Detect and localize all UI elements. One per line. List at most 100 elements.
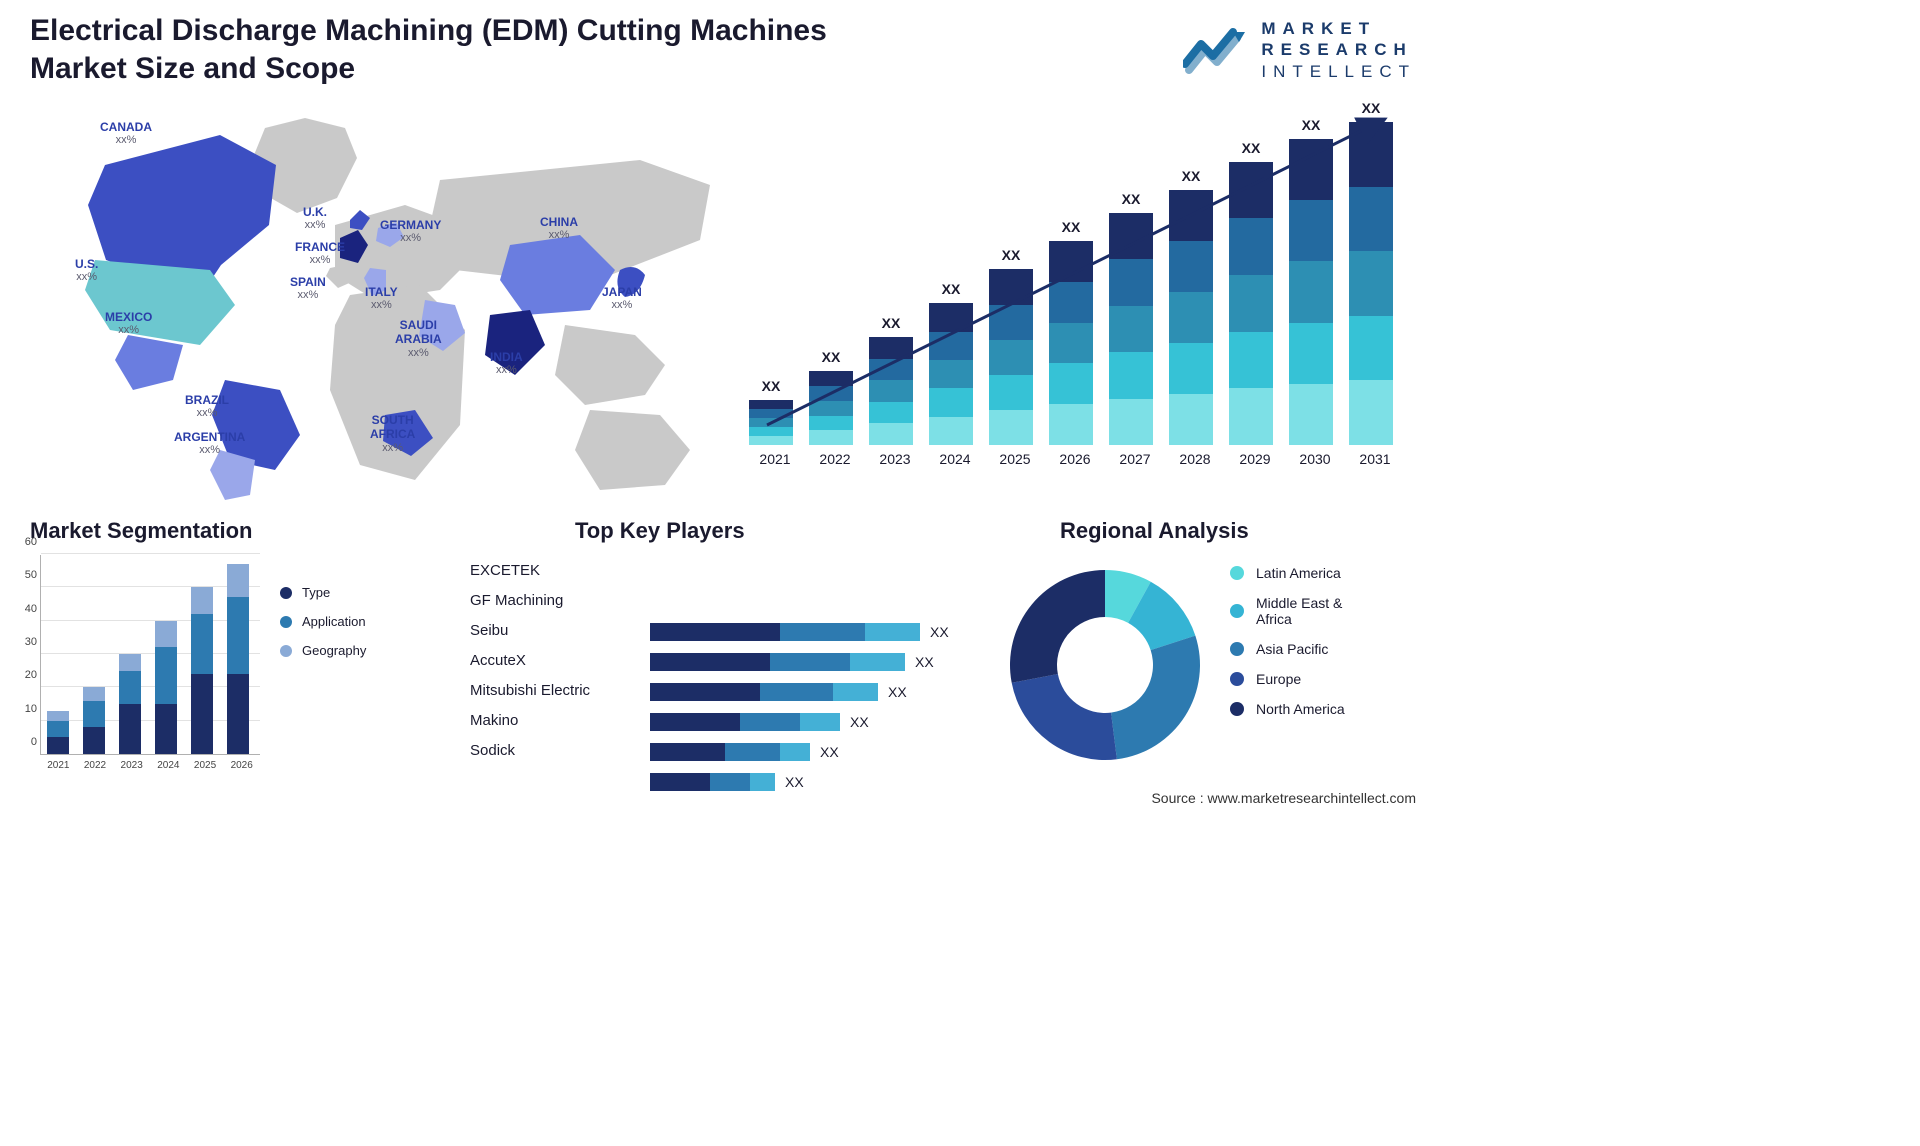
segmentation-bar <box>227 564 249 754</box>
regional-analysis-chart: Latin AmericaMiddle East &AfricaAsia Pac… <box>1000 555 1440 795</box>
legend-label: Latin America <box>1256 565 1341 581</box>
player-label: Sodick <box>470 735 590 765</box>
segmentation-xaxis: 202120222023202420252026 <box>40 760 260 771</box>
xaxis-tick: 2031 <box>1345 451 1405 475</box>
player-value: XX <box>930 624 949 640</box>
key-players-chart: EXCETEKGF MachiningSeibuAccuteXMitsubish… <box>470 555 970 795</box>
legend-swatch <box>280 645 292 657</box>
bar-segment <box>650 623 780 641</box>
bar-segment <box>725 743 780 761</box>
legend-swatch <box>280 587 292 599</box>
xaxis-tick: 2028 <box>1165 451 1225 475</box>
map-label: MEXICOxx% <box>105 310 152 338</box>
legend-swatch <box>1230 672 1244 686</box>
source-url: www.marketresearchintellect.com <box>1207 790 1416 806</box>
bar-segment <box>83 701 105 728</box>
bar-segment <box>47 711 69 721</box>
xaxis-tick: 2024 <box>150 760 187 771</box>
map-label: CANADAxx% <box>100 120 152 148</box>
player-bar <box>650 713 840 731</box>
player-row: XX <box>650 707 950 737</box>
player-label: GF Machining <box>470 585 590 615</box>
map-label: CHINAxx% <box>540 215 578 243</box>
xaxis-tick: 2026 <box>223 760 260 771</box>
market-size-chart: XXXXXXXXXXXXXXXXXXXXXX 20212022202320242… <box>745 105 1405 475</box>
player-row: XX <box>650 737 950 767</box>
legend-item: North America <box>1230 701 1345 717</box>
player-label: Mitsubishi Electric <box>470 675 590 705</box>
bar-segment <box>833 683 878 701</box>
xaxis-tick: 2025 <box>187 760 224 771</box>
page-title: Electrical Discharge Machining (EDM) Cut… <box>30 12 827 87</box>
map-label: ARGENTINAxx% <box>174 430 245 458</box>
bar-segment <box>155 647 177 704</box>
bar-segment <box>760 683 833 701</box>
segmentation-plot: 0102030405060 <box>40 555 260 755</box>
bar-segment <box>710 773 750 791</box>
world-map-panel: CANADAxx%U.S.xx%MEXICOxx%BRAZILxx%ARGENT… <box>20 110 720 500</box>
xaxis-tick: 2021 <box>745 451 805 475</box>
player-label: Makino <box>470 705 590 735</box>
legend-item: Latin America <box>1230 565 1345 581</box>
map-label: GERMANYxx% <box>380 218 441 246</box>
player-bar <box>650 773 775 791</box>
legend-item: Geography <box>280 643 366 658</box>
bar-segment <box>750 773 775 791</box>
yaxis-tick: 50 <box>13 569 37 581</box>
legend-label: Europe <box>1256 671 1301 687</box>
player-value: XX <box>820 744 839 760</box>
map-label: SOUTHAFRICAxx% <box>370 413 415 455</box>
player-row: XX <box>650 767 950 797</box>
bar-segment <box>83 727 105 754</box>
legend-label: Application <box>302 614 366 629</box>
title-line-2: Market Size and Scope <box>30 52 355 85</box>
bar-segment <box>47 721 69 738</box>
xaxis-tick: 2022 <box>805 451 865 475</box>
player-row: XX <box>650 677 950 707</box>
key-players-bars: XXXXXXXXXXXX <box>650 587 950 797</box>
bar-segment <box>119 704 141 754</box>
bar-segment <box>47 737 69 754</box>
xaxis-tick: 2024 <box>925 451 985 475</box>
bar-segment <box>155 621 177 648</box>
legend-item: Type <box>280 585 366 600</box>
segmentation-bar <box>119 654 141 754</box>
xaxis-tick: 2025 <box>985 451 1045 475</box>
map-label: FRANCExx% <box>295 240 345 268</box>
bar-segment <box>780 623 865 641</box>
gridline <box>41 553 260 554</box>
logo-text: MARKET RESEARCH INTELLECT <box>1261 18 1416 82</box>
legend-swatch <box>280 616 292 628</box>
bar-segment <box>227 674 249 754</box>
xaxis-tick: 2023 <box>113 760 150 771</box>
xaxis-tick: 2030 <box>1285 451 1345 475</box>
xaxis-tick: 2023 <box>865 451 925 475</box>
legend-swatch <box>1230 604 1244 618</box>
donut-slice <box>1012 674 1117 760</box>
map-label: SPAINxx% <box>290 275 326 303</box>
map-label: BRAZILxx% <box>185 393 229 421</box>
map-label: ITALYxx% <box>365 285 398 313</box>
legend-swatch <box>1230 566 1244 580</box>
bar-segment <box>800 713 840 731</box>
bar-segment <box>227 564 249 597</box>
key-players-labels: EXCETEKGF MachiningSeibuAccuteXMitsubish… <box>470 555 590 765</box>
bar-segment <box>650 713 740 731</box>
xaxis-tick: 2022 <box>77 760 114 771</box>
bar-segment <box>191 674 213 754</box>
player-bar <box>650 623 920 641</box>
player-row: XX <box>650 647 950 677</box>
brand-logo: MARKET RESEARCH INTELLECT <box>1183 18 1416 82</box>
map-label: JAPANxx% <box>602 285 642 313</box>
map-label: INDIAxx% <box>490 350 523 378</box>
segmentation-heading: Market Segmentation <box>30 518 253 544</box>
donut-slice <box>1010 570 1105 683</box>
players-heading: Top Key Players <box>575 518 745 544</box>
bar-segment <box>650 653 770 671</box>
yaxis-tick: 30 <box>13 636 37 648</box>
bar-segment <box>780 743 810 761</box>
player-value: XX <box>785 774 804 790</box>
legend-label: Type <box>302 585 330 600</box>
source-footer: Source : www.marketresearchintellect.com <box>1151 790 1416 806</box>
player-bar <box>650 683 878 701</box>
